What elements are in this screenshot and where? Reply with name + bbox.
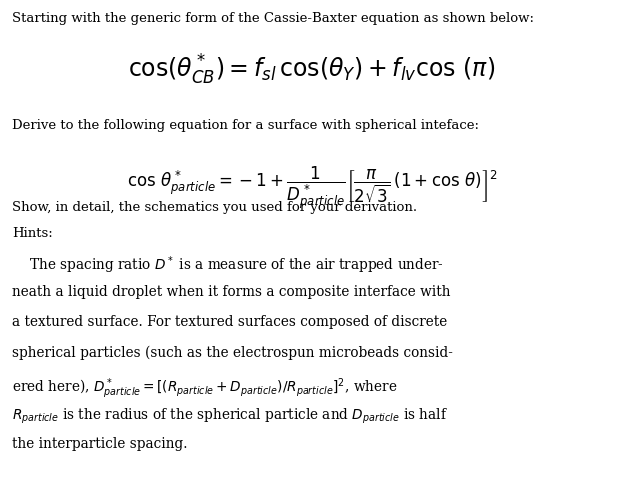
Text: spherical particles (such as the electrospun microbeads consid-: spherical particles (such as the electro… xyxy=(12,346,454,360)
Text: $\cos\,\theta^*_{particle} = -1 + \dfrac{1}{D^*_{particle}}\left[\dfrac{\pi}{2\s: $\cos\,\theta^*_{particle} = -1 + \dfrac… xyxy=(127,165,497,211)
Text: a textured surface. For textured surfaces composed of discrete: a textured surface. For textured surface… xyxy=(12,315,448,329)
Text: the interparticle spacing.: the interparticle spacing. xyxy=(12,437,188,451)
Text: neath a liquid droplet when it forms a composite interface with: neath a liquid droplet when it forms a c… xyxy=(12,285,451,299)
Text: $\cos(\theta^*_{CB}) = f_{sl}\,\cos(\theta_Y) + f_{lv}\cos\,(\pi)$: $\cos(\theta^*_{CB}) = f_{sl}\,\cos(\the… xyxy=(129,53,495,88)
Text: ered here), $D^*_{particle} = [(R_{particle} + D_{particle})/R_{particle}]^2$, w: ered here), $D^*_{particle} = [(R_{parti… xyxy=(12,376,398,401)
Text: Starting with the generic form of the Cassie-Baxter equation as shown below:: Starting with the generic form of the Ca… xyxy=(12,12,535,25)
Text: $R_{particle}$ is the radius of the spherical particle and $D_{particle}$ is hal: $R_{particle}$ is the radius of the sphe… xyxy=(12,407,448,426)
Text: Show, in detail, the schematics you used for your derivation.: Show, in detail, the schematics you used… xyxy=(12,201,417,214)
Text: The spacing ratio $D^*$ is a measure of the air trapped under-: The spacing ratio $D^*$ is a measure of … xyxy=(12,254,444,276)
Text: Derive to the following equation for a surface with spherical inteface:: Derive to the following equation for a s… xyxy=(12,119,479,132)
Text: Hints:: Hints: xyxy=(12,227,53,241)
